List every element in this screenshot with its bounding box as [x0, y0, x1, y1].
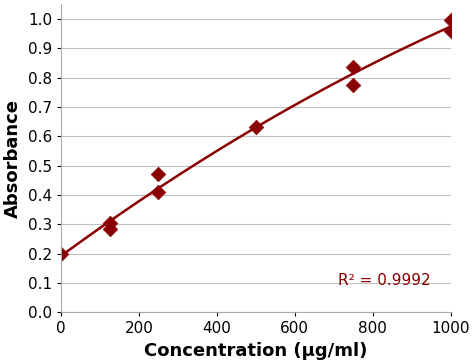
Point — [106, 220, 113, 226]
Point — [349, 82, 357, 88]
Point — [349, 64, 357, 70]
Point — [155, 171, 162, 177]
Point — [447, 17, 455, 23]
X-axis label: Concentration (μg/ml): Concentration (μg/ml) — [144, 342, 367, 360]
Point — [252, 124, 260, 130]
Point — [155, 189, 162, 195]
Y-axis label: Absorbance: Absorbance — [4, 99, 22, 218]
Text: R² = 0.9992: R² = 0.9992 — [338, 273, 431, 288]
Point — [106, 226, 113, 232]
Point — [447, 28, 455, 33]
Point — [57, 252, 65, 257]
